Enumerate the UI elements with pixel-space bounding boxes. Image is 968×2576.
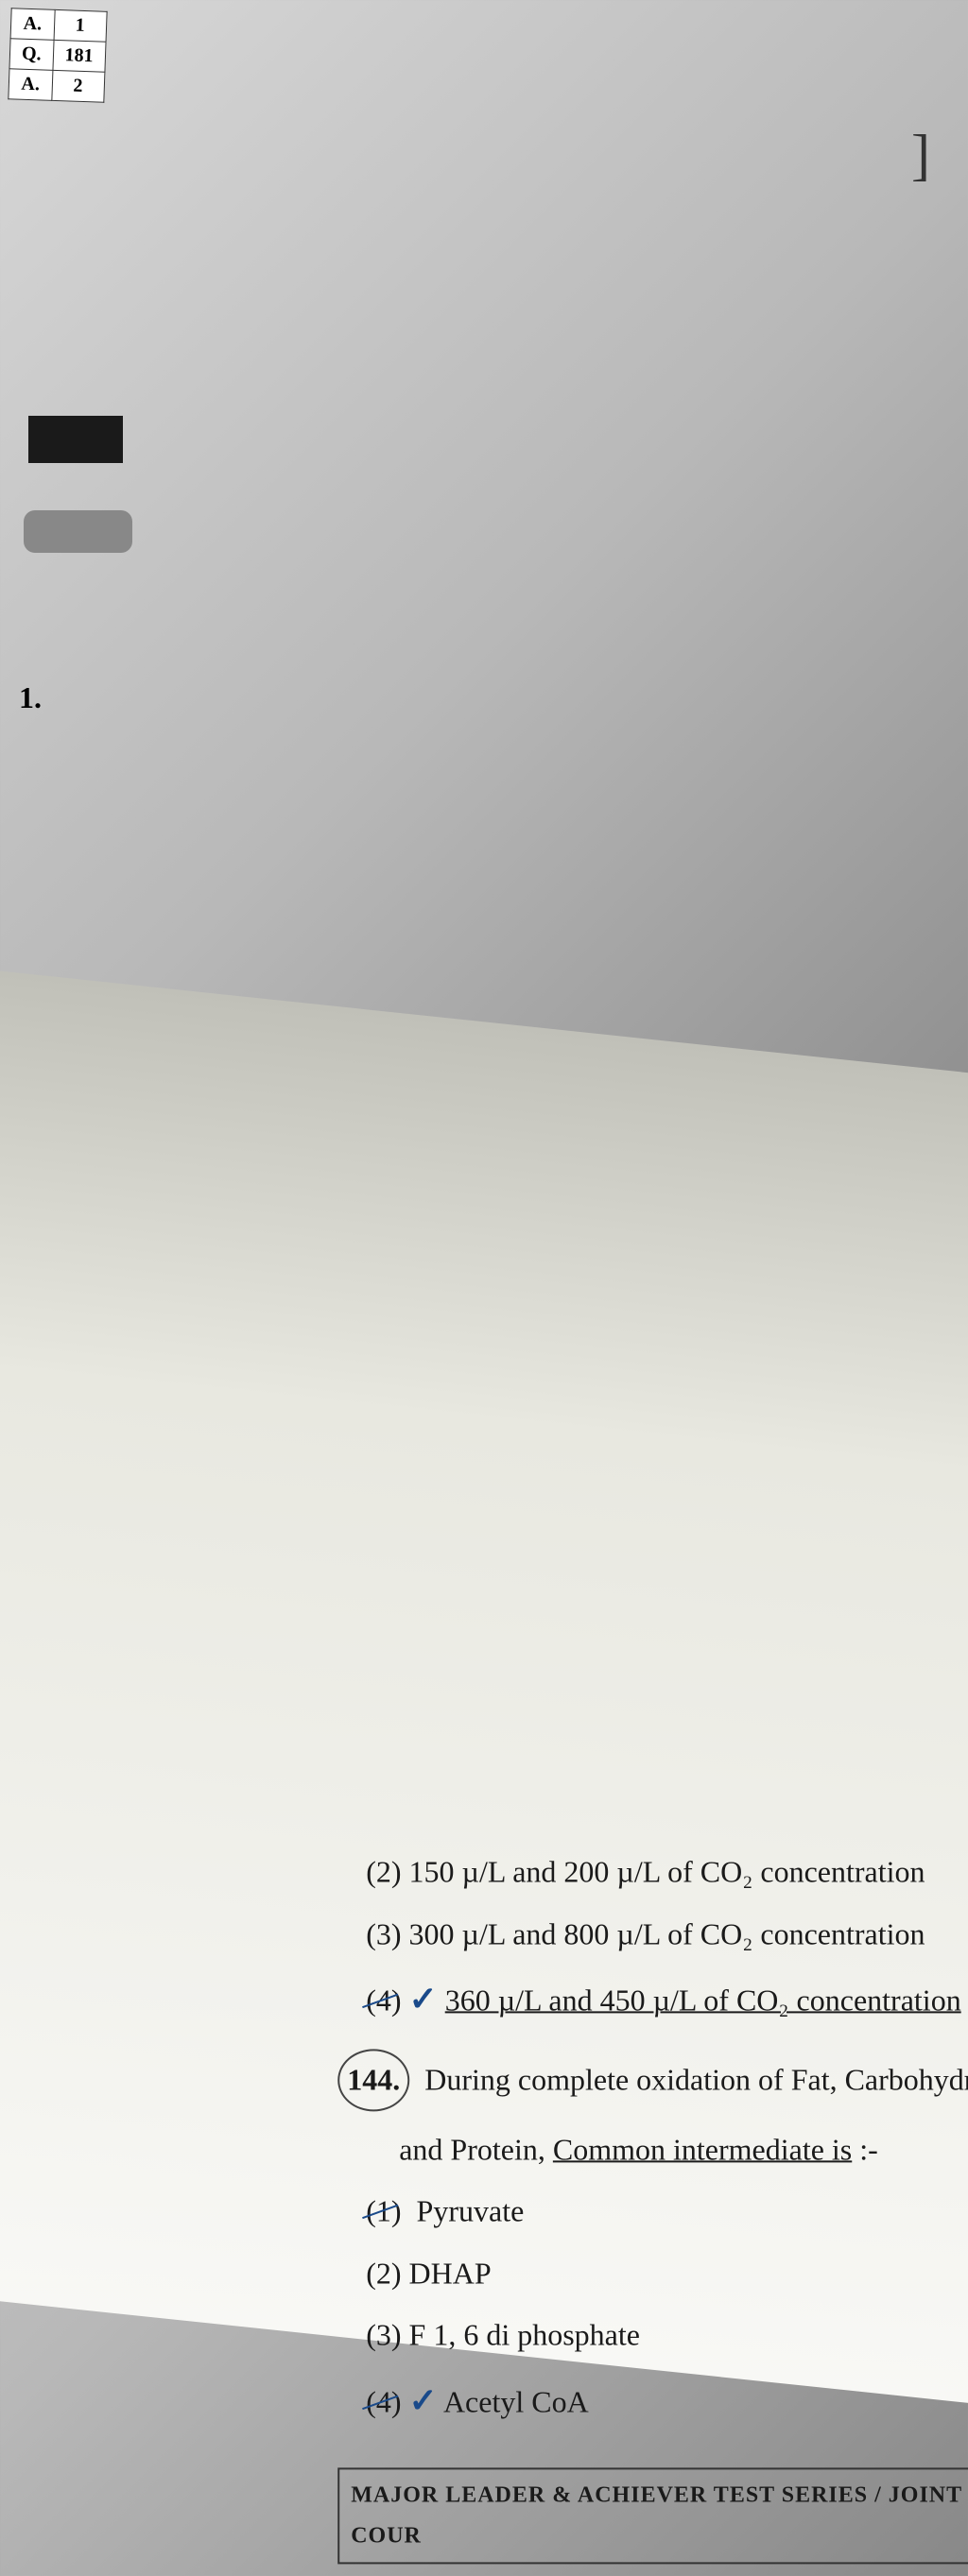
table-cell: Q.	[9, 39, 54, 71]
q144: 144. During complete oxidation of Fat, C…	[337, 2049, 968, 2111]
content-area: (2) 150 µ/L and 200 µ/L of CO₂ concentra…	[309, 1837, 968, 2576]
check-icon: ✓	[409, 2381, 438, 2419]
q144-option-3: (3) F 1, 6 di phosphate	[366, 2309, 968, 2363]
option-4-marker: (4)	[366, 2384, 401, 2418]
option-4-text: 360 µ/L and 450 µ/L of CO₂ concentration	[445, 1984, 961, 2018]
q144-text-part2c: :-	[852, 2132, 878, 2166]
q144-text-line1: During complete oxidation of Fat, Carboh…	[424, 2062, 968, 2096]
table-cell: 2	[51, 70, 104, 102]
q144-text-line2: and Protein, Common intermediate is :-	[399, 2122, 968, 2177]
q143-option-2: (2) 150 µ/L and 200 µ/L of CO₂ concentra…	[366, 1845, 968, 1899]
footer-title-box: MAJOR LEADER & ACHIEVER TEST SERIES / JO…	[337, 2467, 968, 2564]
black-bar	[28, 416, 123, 463]
option-1-text: Pyruvate	[417, 2194, 525, 2228]
gray-bar	[24, 510, 132, 553]
table-cell: A.	[9, 69, 53, 101]
table-cell: 1	[54, 9, 107, 42]
question-number-144: 144.	[337, 2049, 409, 2111]
option-4-text: Acetyl CoA	[443, 2384, 589, 2418]
side-number-1: 1.	[19, 680, 42, 715]
table-cell: 181	[53, 40, 106, 72]
option-4-marker: (4)	[366, 1984, 401, 2018]
q144-option-2: (2) DHAP	[366, 2246, 968, 2301]
q144-option-4: (4) ✓ Acetyl CoA	[366, 2370, 968, 2431]
table-cell: A.	[10, 9, 55, 41]
page-number: LTS / Page 42/64	[337, 2574, 968, 2576]
q144-text-part2a: and Protein,	[399, 2132, 553, 2166]
bracket-mark: ]	[911, 123, 930, 188]
exam-page: (2) 150 µ/L and 200 µ/L of CO₂ concentra…	[0, 970, 968, 2463]
q143-option-3: (3) 300 µ/L and 800 µ/L of CO₂ concentra…	[366, 1907, 968, 1962]
side-answer-table: A. 1 Q. 181 A. 2	[8, 8, 107, 102]
q144-text-part2b: Common intermediate is	[553, 2132, 852, 2166]
q143-option-4: (4) ✓ 360 µ/L and 450 µ/L of CO₂ concent…	[366, 1969, 968, 2031]
q144-option-1: (1) Pyruvate	[366, 2185, 968, 2240]
option-1-marker: (1)	[366, 2194, 401, 2228]
check-icon: ✓	[409, 1981, 438, 2018]
